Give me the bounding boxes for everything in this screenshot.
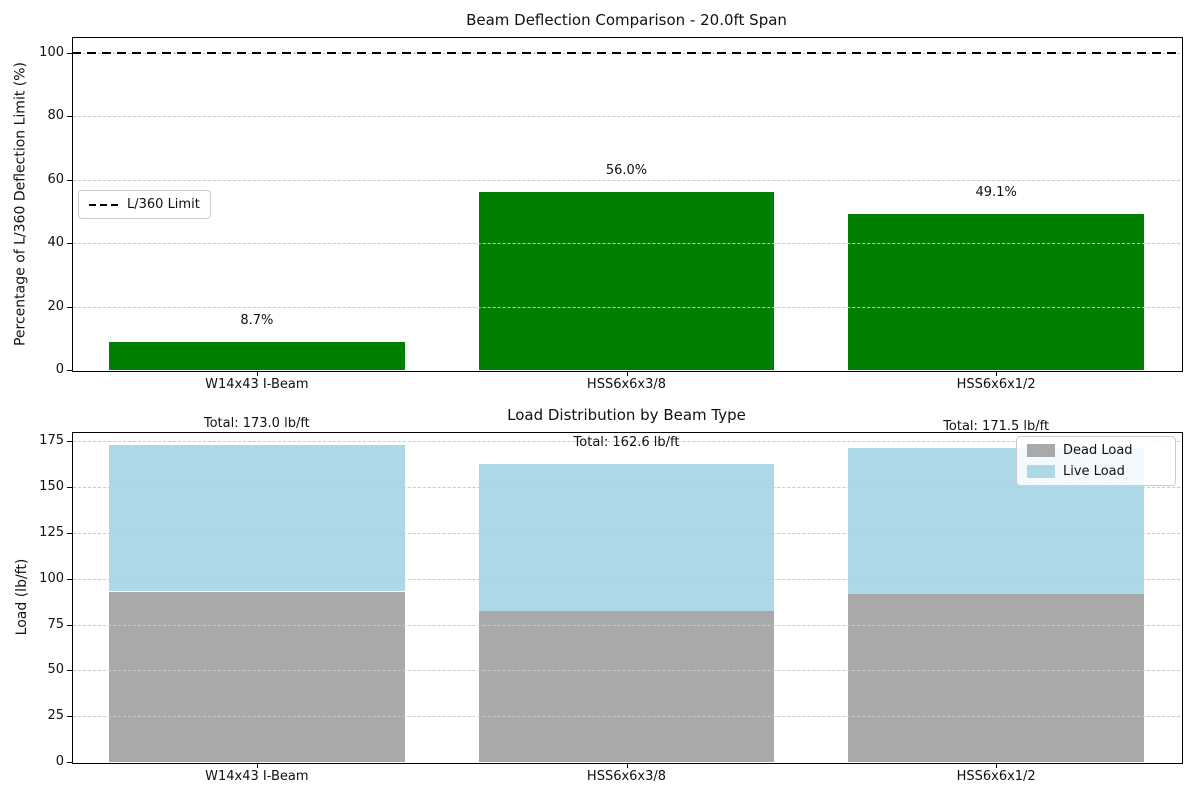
y-tick [67, 306, 72, 308]
legend-row-live-load: Live Load [1027, 464, 1165, 479]
y-tick [67, 243, 72, 245]
deflection-y-axis-label: Percentage of L/360 Deflection Limit (%) [12, 62, 29, 347]
legend-label-live-load: Live Load [1063, 464, 1125, 479]
y-tick-label: 100 [39, 44, 64, 60]
x-tick [996, 371, 998, 376]
gridline [73, 578, 1180, 580]
legend-label-dead-load: Dead Load [1063, 443, 1133, 458]
x-tick [256, 371, 258, 376]
bar-value-label: 56.0% [605, 163, 648, 179]
y-tick-label: 25 [47, 708, 64, 724]
gridline [73, 532, 1180, 534]
dead-load-bar [848, 594, 1145, 762]
category-label: HSS6x6x3/8 [586, 769, 667, 784]
y-tick [67, 762, 72, 763]
live-load-bar [478, 463, 775, 611]
deflection-chart-title: Beam Deflection Comparison - 20.0ft Span [466, 11, 787, 29]
y-tick [67, 487, 72, 488]
legend-row-dead-load: Dead Load [1027, 443, 1165, 458]
x-tick [256, 763, 258, 768]
y-tick [67, 532, 72, 534]
y-tick-label: 60 [47, 171, 64, 187]
category-label: W14x43 I-Beam [205, 377, 309, 392]
dead-load-bar [478, 610, 775, 762]
category-label: HSS6x6x3/8 [586, 377, 667, 392]
live-load-swatch-icon [1027, 465, 1055, 478]
gridline [73, 243, 1180, 245]
gridline [73, 487, 1180, 488]
dashed-line-swatch-icon [89, 203, 119, 206]
y-tick-label: 40 [47, 235, 64, 251]
category-label: HSS6x6x1/2 [956, 377, 1036, 392]
dead-load-bar [108, 591, 405, 762]
y-tick-label: 75 [47, 616, 64, 632]
legend-label: L/360 Limit [127, 197, 200, 212]
live-load-bar [108, 444, 405, 592]
y-tick [67, 716, 72, 718]
y-tick-label: 100 [39, 570, 64, 586]
category-label: HSS6x6x1/2 [956, 769, 1036, 784]
legend-row: L/360 Limit [89, 197, 200, 212]
bar [108, 342, 405, 370]
gridline [73, 179, 1180, 181]
bar-value-label: 8.7% [240, 313, 274, 329]
y-tick [67, 179, 72, 181]
y-tick-label: 20 [47, 298, 64, 314]
y-tick [67, 624, 72, 626]
bar-value-label: 49.1% [975, 185, 1017, 201]
gridline [73, 306, 1180, 308]
y-tick [67, 370, 72, 371]
y-tick [67, 578, 72, 580]
y-tick-label: 0 [55, 754, 64, 769]
load-chart-title: Load Distribution by Beam Type [507, 406, 746, 424]
gridline [73, 441, 1180, 443]
x-tick [626, 763, 628, 768]
l360-limit-legend: L/360 Limit [78, 190, 211, 219]
y-tick-label: 0 [55, 362, 64, 377]
dead-load-swatch-icon [1027, 444, 1055, 457]
total-label: Total: 171.5 lb/ft [943, 418, 1050, 434]
y-tick-label: 175 [39, 433, 64, 449]
limit-line [72, 51, 1181, 54]
y-tick [67, 52, 72, 54]
y-tick-label: 150 [39, 479, 64, 494]
gridline [73, 716, 1180, 718]
y-tick-label: 125 [39, 524, 64, 540]
x-tick [626, 371, 628, 376]
total-label: Total: 162.6 lb/ft [573, 434, 680, 450]
total-label: Total: 173.0 lb/ft [203, 415, 310, 431]
category-label: W14x43 I-Beam [205, 769, 309, 784]
gridline [73, 116, 1180, 118]
gridline [73, 670, 1180, 672]
y-tick [67, 670, 72, 672]
y-tick [67, 116, 72, 118]
x-tick [996, 763, 998, 768]
gridline [73, 624, 1180, 626]
y-tick-label: 80 [47, 108, 64, 124]
load-legend: Dead Load Live Load [1016, 436, 1176, 486]
bar [848, 214, 1145, 370]
y-tick-label: 50 [47, 662, 64, 678]
y-tick [67, 441, 72, 443]
bar [478, 192, 775, 370]
